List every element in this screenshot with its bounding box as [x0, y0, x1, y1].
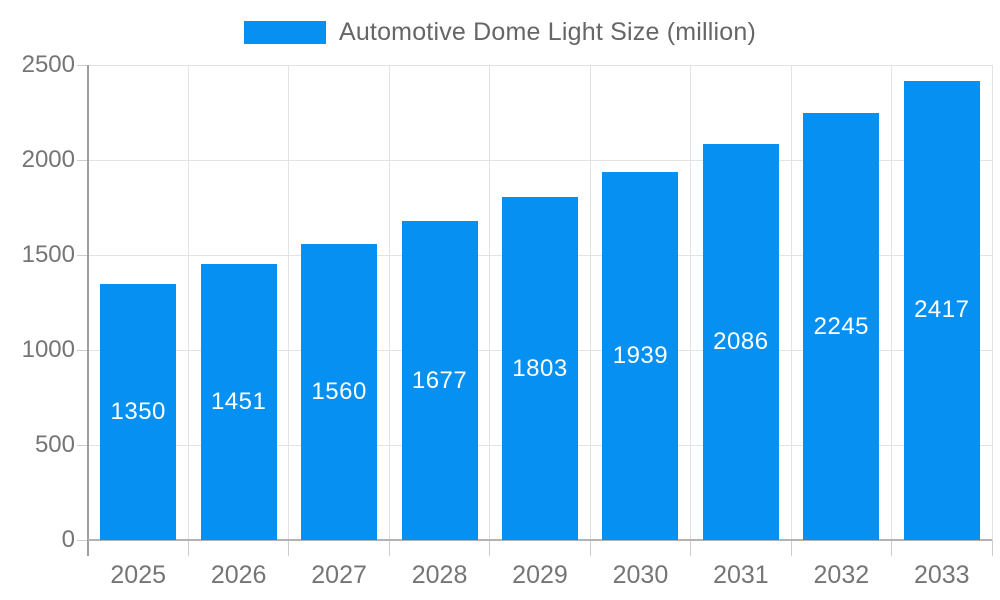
y-tick	[77, 254, 88, 256]
x-tick	[690, 540, 692, 556]
y-tick	[77, 64, 88, 66]
bar-value-label: 1350	[110, 397, 166, 425]
legend-swatch	[243, 21, 326, 44]
x-axis-label: 2033	[913, 561, 970, 589]
bar[interactable]: 1350	[100, 283, 177, 540]
x-tick	[187, 540, 189, 556]
bar[interactable]: 1677	[401, 221, 478, 540]
gridline-horizontal	[88, 159, 992, 161]
gridline-horizontal	[88, 64, 992, 66]
x-axis-label: 2030	[612, 561, 669, 589]
y-axis-label: 2500	[21, 51, 75, 78]
y-tick	[77, 444, 88, 446]
bar[interactable]: 1803	[502, 197, 578, 540]
gridline-vertical	[589, 65, 591, 540]
y-axis-line	[87, 65, 89, 556]
y-axis-label: 1500	[21, 241, 75, 268]
gridline-vertical	[388, 65, 390, 540]
bar-value-label: 1677	[411, 366, 468, 394]
x-axis-label: 2031	[713, 561, 769, 589]
x-tick	[288, 540, 290, 556]
x-tick	[489, 540, 491, 556]
x-tick	[991, 540, 993, 556]
bar-value-label: 1451	[210, 388, 267, 416]
bar-value-label: 2245	[813, 312, 870, 340]
gridline-vertical	[991, 65, 993, 540]
bar[interactable]: 1939	[602, 171, 679, 540]
y-axis-label: 1000	[21, 336, 75, 363]
x-axis-label: 2026	[210, 561, 267, 589]
x-tick	[790, 540, 792, 556]
bar-value-label: 2417	[914, 296, 970, 324]
y-tick	[77, 539, 88, 541]
gridline-vertical	[187, 65, 189, 540]
x-axis-label: 2027	[311, 561, 367, 589]
x-axis-label: 2025	[110, 561, 167, 589]
y-axis-label: 500	[34, 431, 75, 458]
x-axis-label: 2028	[411, 561, 468, 589]
legend-label: Automotive Dome Light Size (million)	[338, 18, 757, 46]
bar[interactable]: 2245	[803, 113, 880, 540]
y-tick	[77, 349, 88, 351]
x-axis-label: 2032	[813, 561, 870, 589]
x-tick	[388, 540, 390, 556]
chart-legend: Automotive Dome Light Size (million)	[0, 18, 1000, 47]
y-axis-label: 2000	[21, 146, 75, 173]
gridline-vertical	[891, 65, 893, 540]
bar-value-label: 2086	[713, 327, 769, 355]
y-tick	[77, 159, 88, 161]
bar[interactable]: 2417	[903, 80, 980, 540]
y-axis-label: 0	[61, 526, 75, 553]
bar-value-label: 1803	[512, 354, 568, 382]
x-tick	[589, 540, 591, 556]
gridline-vertical	[489, 65, 491, 540]
gridline-vertical	[288, 65, 290, 540]
bar[interactable]: 1451	[200, 264, 277, 540]
x-tick	[891, 540, 893, 556]
bar-value-label: 1560	[311, 377, 367, 405]
bar-value-label: 1939	[612, 341, 669, 369]
x-axis-label: 2029	[512, 561, 568, 589]
x-axis-line	[88, 539, 992, 541]
gridline-vertical	[690, 65, 692, 540]
gridline-vertical	[790, 65, 792, 540]
bar[interactable]: 2086	[702, 143, 779, 540]
bar[interactable]: 1560	[301, 243, 378, 540]
